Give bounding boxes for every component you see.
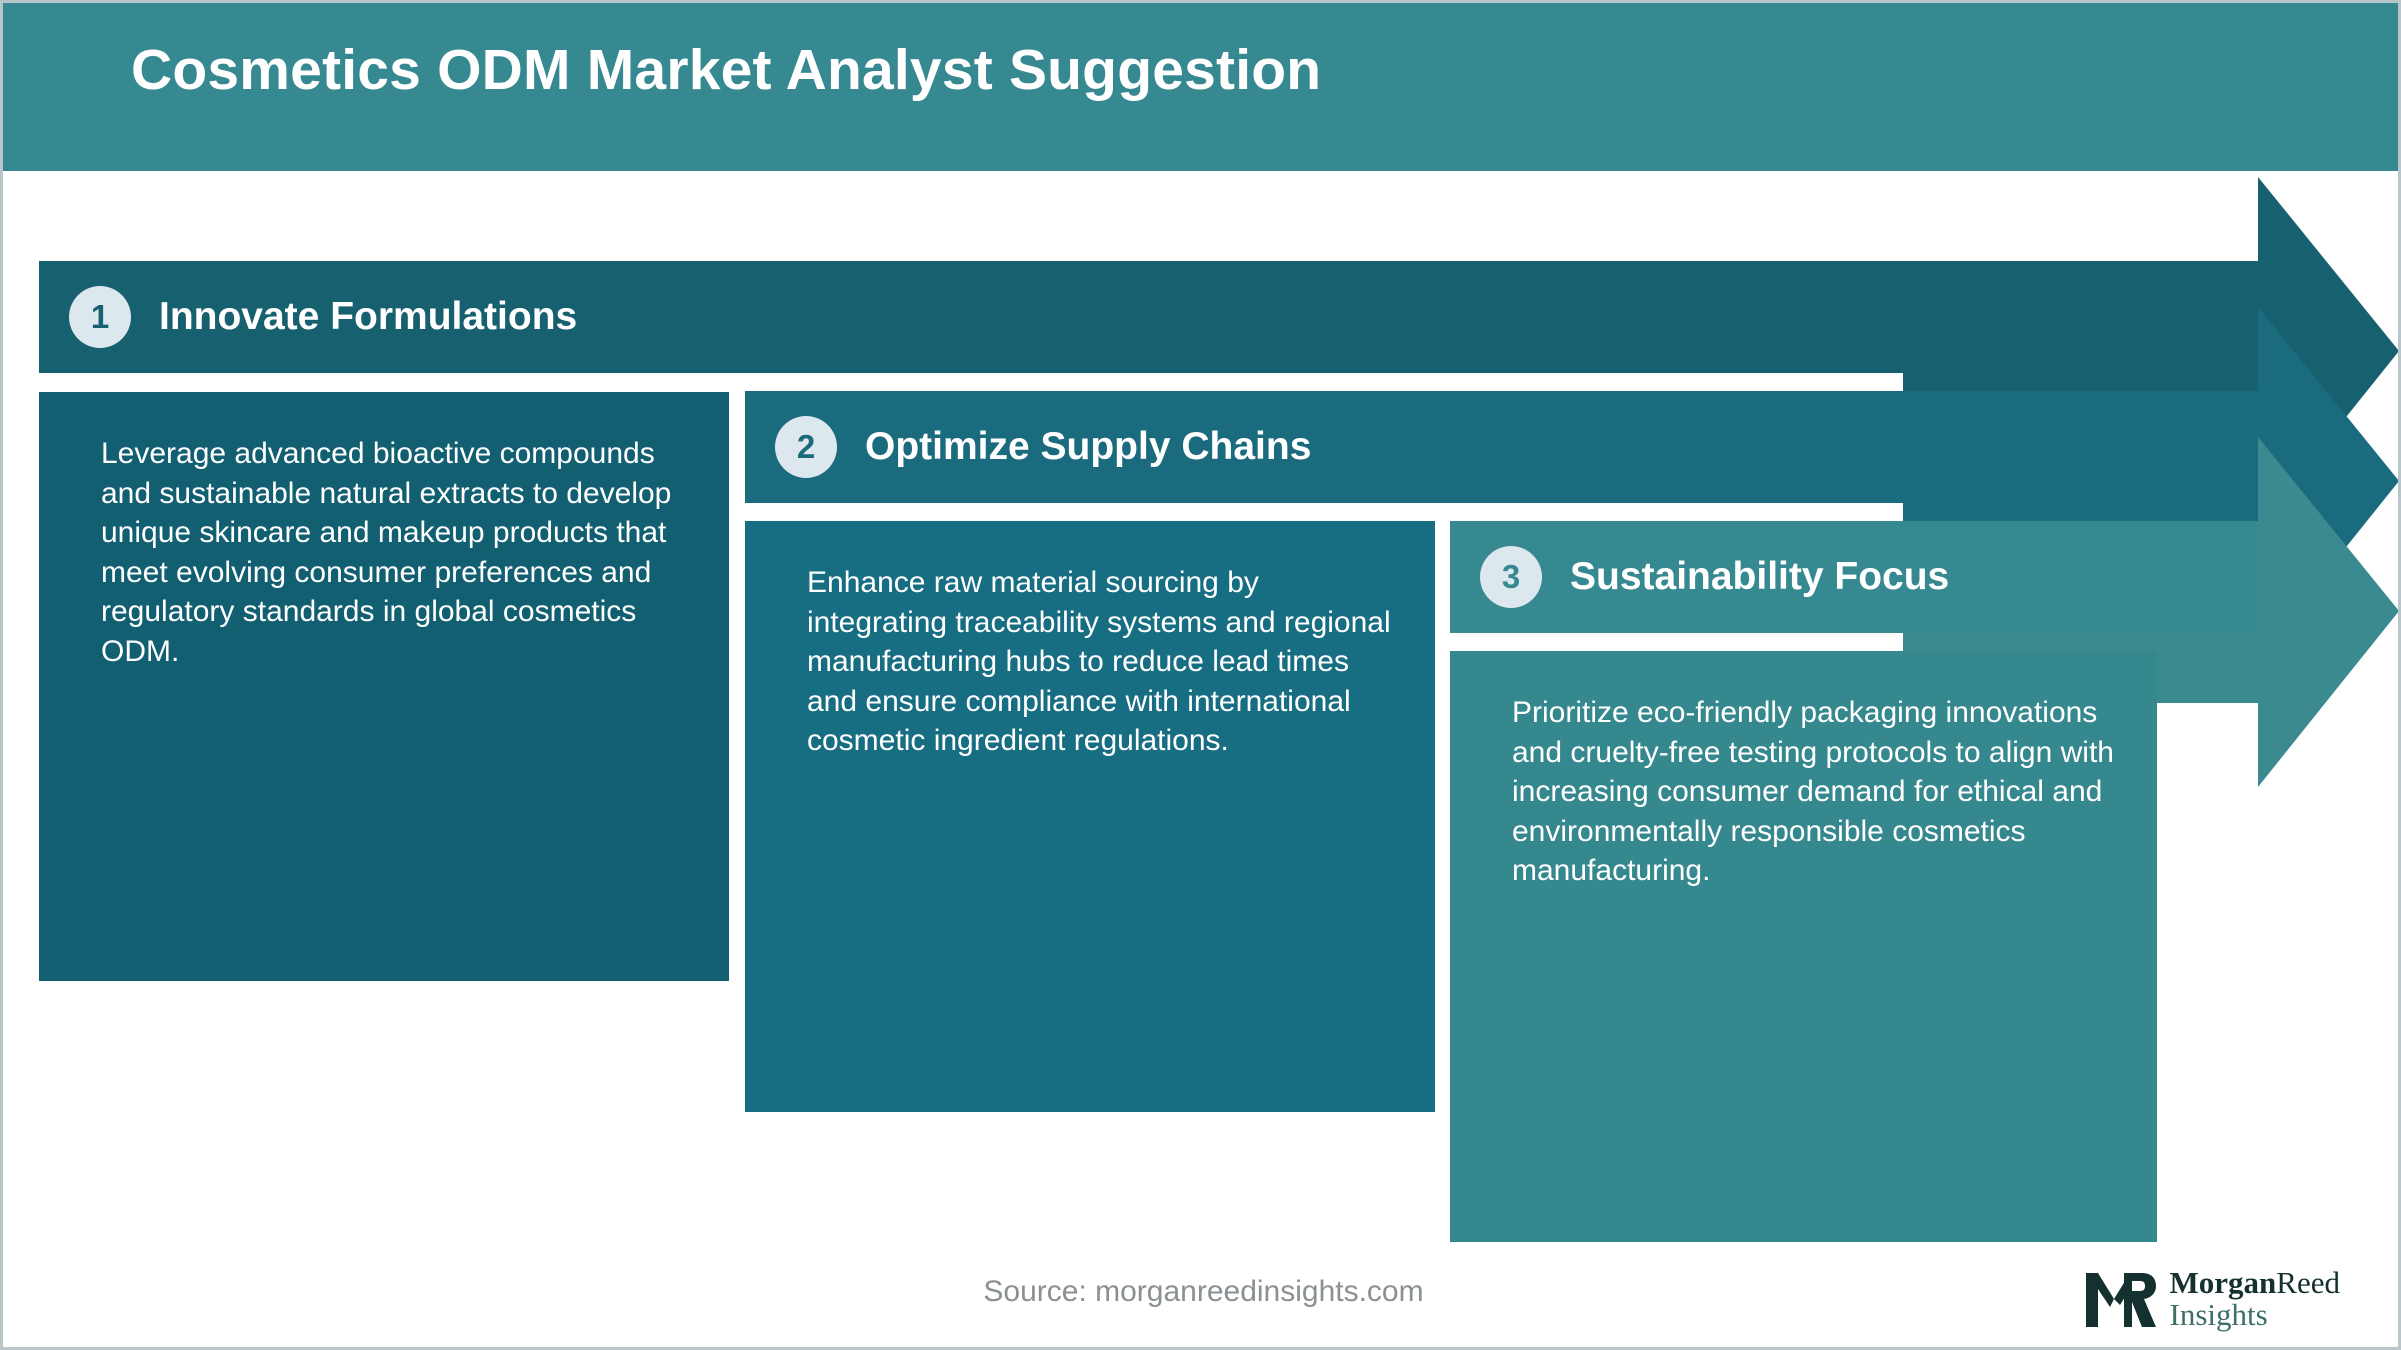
logo-tagline: Insights — [2169, 1297, 2268, 1332]
step-title-2: Optimize Supply Chains — [865, 425, 1312, 468]
logo-wordmark: MorganReed Insights — [2170, 1267, 2340, 1330]
step-description-1: Leverage advanced bioactive compounds an… — [101, 437, 672, 668]
step-body-3: Prioritize eco-friendly packaging innova… — [1450, 651, 2157, 1242]
step-description-3: Prioritize eco-friendly packaging innova… — [1512, 696, 2114, 888]
step-header-3[interactable]: 3 Sustainability Focus — [1450, 521, 2257, 633]
step-title-1: Innovate Formulations — [159, 295, 578, 338]
step-number-badge-2: 2 — [775, 416, 837, 478]
step-header-1[interactable]: 1 Innovate Formulations — [39, 261, 2257, 373]
step-description-2: Enhance raw material sourcing by integra… — [807, 566, 1391, 758]
mr-monogram-icon — [2085, 1273, 2156, 1327]
logo-name-regular: Reed — [2276, 1265, 2340, 1301]
step-body-2: Enhance raw material sourcing by integra… — [745, 521, 1435, 1112]
step-header-2[interactable]: 2 Optimize Supply Chains — [745, 391, 2257, 503]
step-title-3: Sustainability Focus — [1570, 555, 1950, 598]
brand-logo: MorganReed Insights — [2084, 1261, 2340, 1337]
step-number-badge-3: 3 — [1480, 546, 1542, 608]
page-title: Cosmetics ODM Market Analyst Suggestion — [131, 38, 1322, 102]
title-bar: Cosmetics ODM Market Analyst Suggestion — [3, 3, 2398, 171]
source-attribution: Source: morganreedinsights.com — [983, 1275, 1424, 1308]
step-body-1: Leverage advanced bioactive compounds an… — [39, 392, 729, 981]
logo-name-bold: Morgan — [2169, 1265, 2277, 1301]
logo-company-name: MorganReed — [2170, 1267, 2340, 1299]
step-number-badge-1: 1 — [69, 286, 131, 348]
